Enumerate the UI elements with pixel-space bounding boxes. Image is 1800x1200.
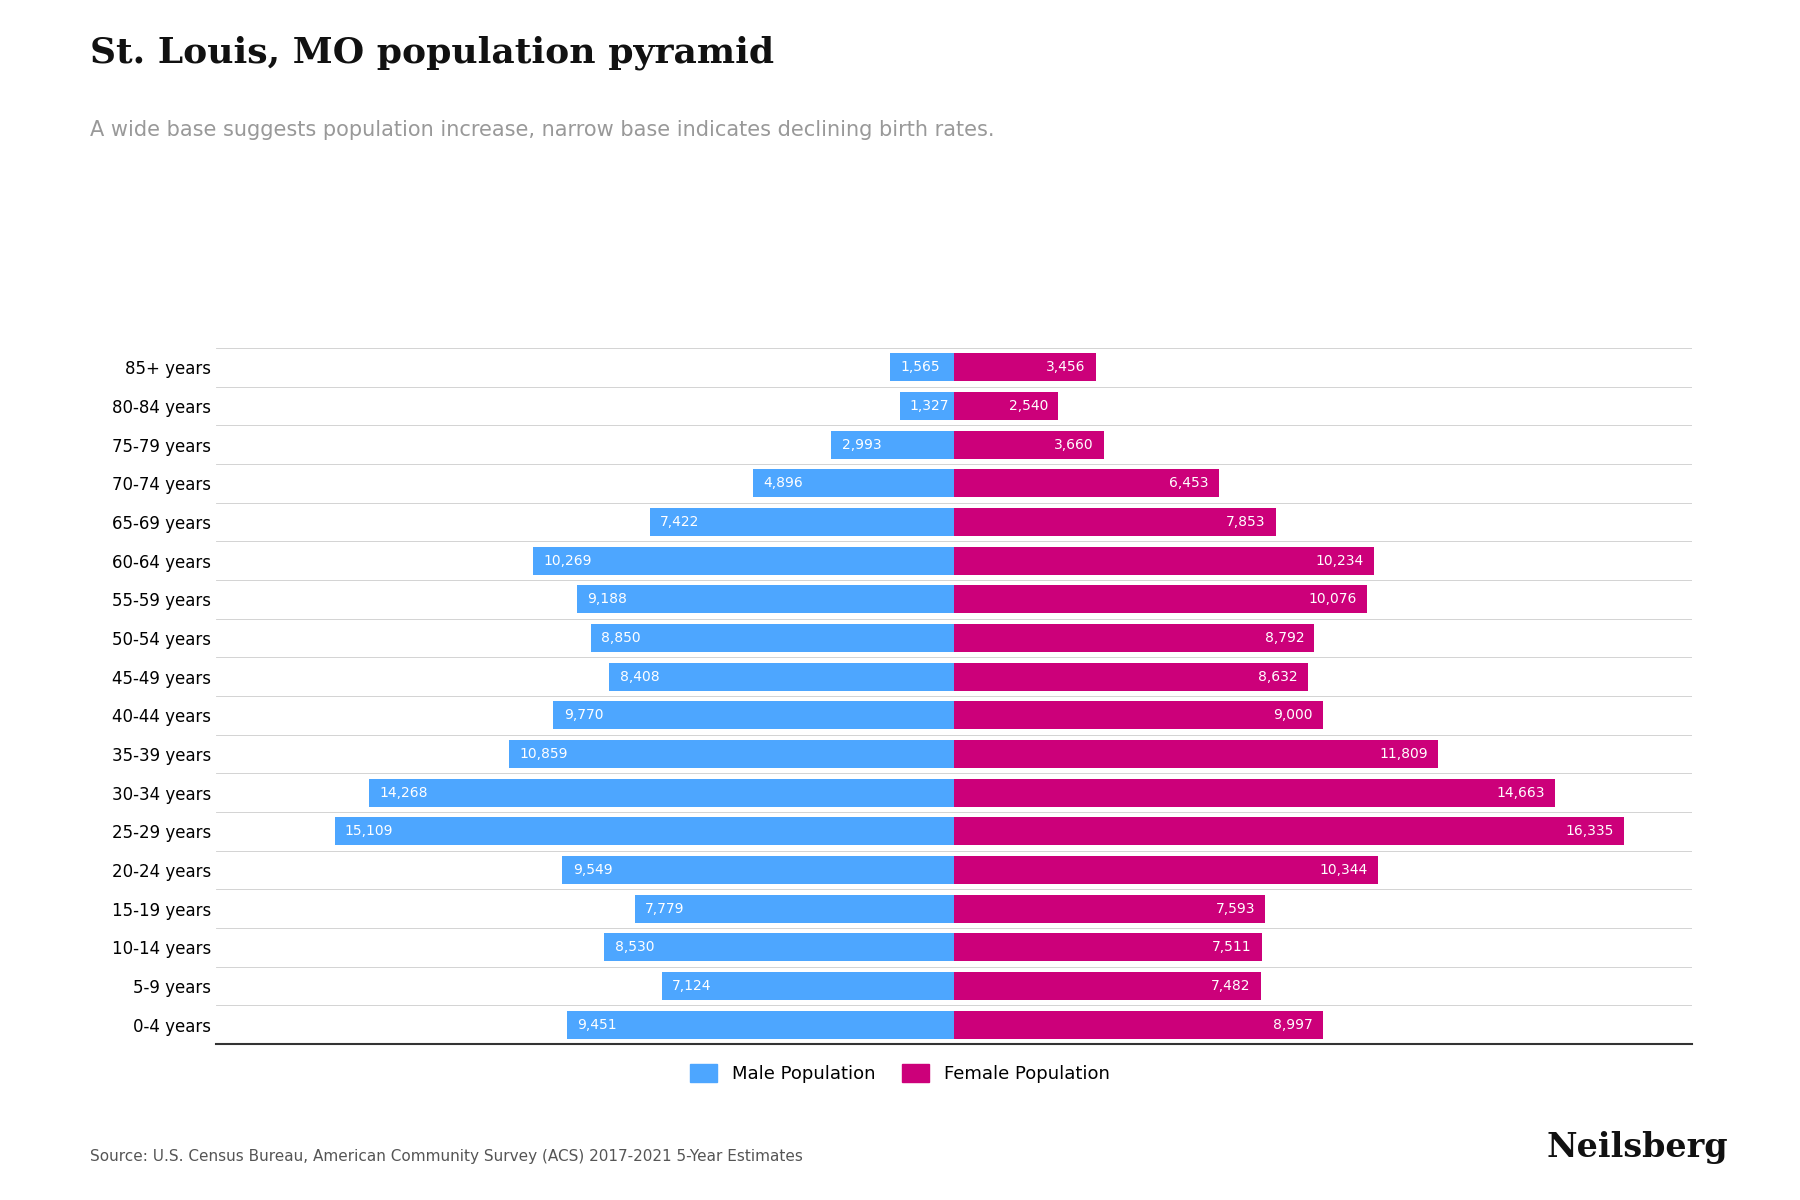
Text: 1,565: 1,565 <box>900 360 940 374</box>
Text: 8,632: 8,632 <box>1258 670 1298 684</box>
Bar <box>562 856 954 884</box>
Bar <box>954 1010 1323 1038</box>
Text: 8,997: 8,997 <box>1273 1018 1312 1032</box>
Text: St. Louis, MO population pyramid: St. Louis, MO population pyramid <box>90 36 774 71</box>
Bar <box>662 972 954 1000</box>
Text: 10,344: 10,344 <box>1319 863 1368 877</box>
Bar <box>954 469 1219 497</box>
Text: 8,792: 8,792 <box>1265 631 1305 646</box>
Text: 3,456: 3,456 <box>1046 360 1085 374</box>
Bar <box>832 431 954 458</box>
Legend: Male Population, Female Population: Male Population, Female Population <box>689 1063 1111 1082</box>
Bar <box>954 895 1265 923</box>
Bar <box>900 392 954 420</box>
Bar <box>954 740 1438 768</box>
Bar <box>578 586 954 613</box>
Text: 7,124: 7,124 <box>671 979 711 994</box>
Text: 9,000: 9,000 <box>1273 708 1312 722</box>
Bar <box>650 508 954 536</box>
Text: 8,850: 8,850 <box>601 631 641 646</box>
Text: 14,268: 14,268 <box>380 786 428 799</box>
Text: 10,269: 10,269 <box>544 553 592 568</box>
Bar <box>954 392 1058 420</box>
Text: 4,896: 4,896 <box>763 476 803 491</box>
Bar <box>954 431 1103 458</box>
Text: 7,853: 7,853 <box>1226 515 1265 529</box>
Text: 10,234: 10,234 <box>1316 553 1363 568</box>
Bar <box>954 972 1260 1000</box>
Text: 8,530: 8,530 <box>614 941 653 954</box>
Bar <box>954 817 1624 845</box>
Text: Neilsberg: Neilsberg <box>1546 1130 1728 1164</box>
Bar <box>954 779 1555 806</box>
Text: 1,327: 1,327 <box>909 398 949 413</box>
Text: 16,335: 16,335 <box>1566 824 1613 839</box>
Text: 8,408: 8,408 <box>619 670 659 684</box>
Bar <box>533 547 954 575</box>
Text: 6,453: 6,453 <box>1168 476 1208 491</box>
Bar <box>889 354 954 382</box>
Bar <box>752 469 954 497</box>
Text: 7,482: 7,482 <box>1211 979 1251 994</box>
Text: A wide base suggests population increase, narrow base indicates declining birth : A wide base suggests population increase… <box>90 120 994 140</box>
Bar <box>954 586 1368 613</box>
Bar <box>954 508 1276 536</box>
Bar <box>608 662 954 690</box>
Bar <box>553 702 954 730</box>
Bar <box>954 354 1096 382</box>
Text: 11,809: 11,809 <box>1379 746 1427 761</box>
Text: 3,660: 3,660 <box>1055 438 1094 451</box>
Text: Source: U.S. Census Bureau, American Community Survey (ACS) 2017-2021 5-Year Est: Source: U.S. Census Bureau, American Com… <box>90 1150 803 1164</box>
Bar <box>954 662 1309 690</box>
Bar <box>954 856 1379 884</box>
Bar <box>954 702 1323 730</box>
Text: 7,593: 7,593 <box>1215 901 1255 916</box>
Bar <box>954 934 1262 961</box>
Bar <box>954 624 1314 652</box>
Bar <box>635 895 954 923</box>
Text: 7,511: 7,511 <box>1211 941 1251 954</box>
Text: 9,549: 9,549 <box>572 863 612 877</box>
Text: 10,859: 10,859 <box>518 746 567 761</box>
Text: 7,422: 7,422 <box>661 515 700 529</box>
Bar <box>605 934 954 961</box>
Text: 2,540: 2,540 <box>1008 398 1048 413</box>
Text: 9,188: 9,188 <box>587 593 628 606</box>
Text: 7,779: 7,779 <box>646 901 684 916</box>
Bar <box>567 1010 954 1038</box>
Bar <box>335 817 954 845</box>
Bar <box>954 547 1373 575</box>
Text: 14,663: 14,663 <box>1496 786 1544 799</box>
Text: 15,109: 15,109 <box>346 824 392 839</box>
Text: 10,076: 10,076 <box>1309 593 1357 606</box>
Text: 2,993: 2,993 <box>842 438 882 451</box>
Text: 9,770: 9,770 <box>563 708 603 722</box>
Bar <box>369 779 954 806</box>
Bar <box>590 624 954 652</box>
Text: 9,451: 9,451 <box>576 1018 616 1032</box>
Bar <box>509 740 954 768</box>
